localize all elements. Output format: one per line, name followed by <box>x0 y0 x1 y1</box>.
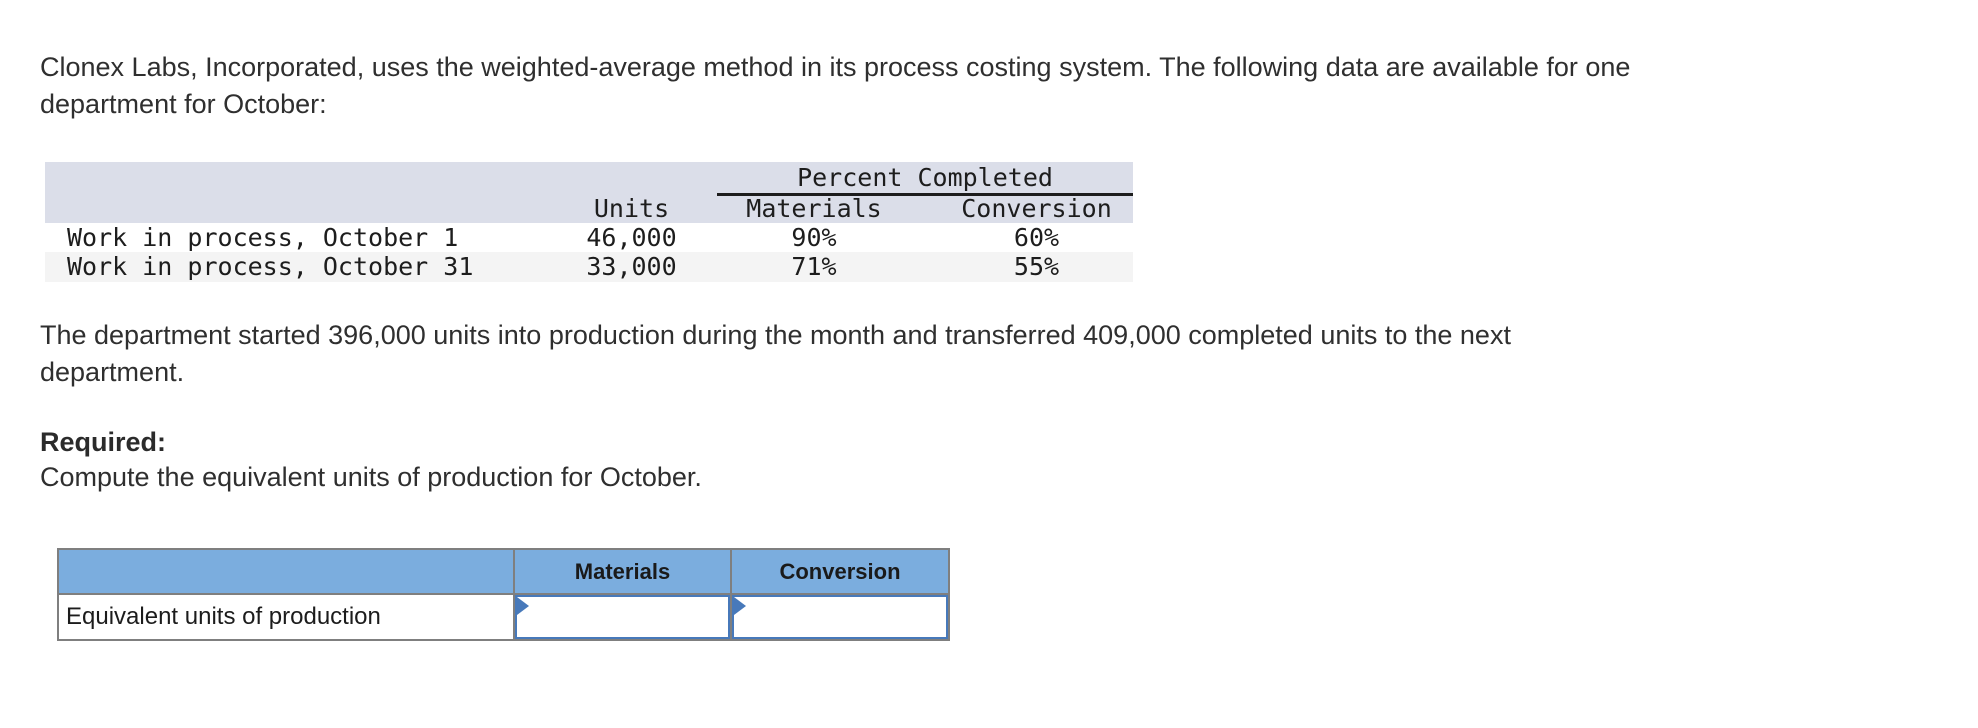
table-row: Work in process, October 31 33,000 71% 5… <box>45 252 1133 282</box>
percent-completed-group-header: Percent Completed <box>717 164 1133 196</box>
materials-input-cell[interactable] <box>513 593 732 641</box>
row-label: Work in process, October 1 <box>67 223 459 252</box>
wip-table-column-headers: Units Materials Conversion <box>45 195 1133 222</box>
row-label: Work in process, October 31 <box>67 252 474 281</box>
wip-table-header: Percent Completed Units Materials Conver… <box>45 162 1133 223</box>
row-materials-value: 90% <box>791 223 837 252</box>
answer-table-header-row: Materials Conversion <box>57 548 950 595</box>
conversion-input[interactable] <box>732 595 948 639</box>
answer-table-data-row: Equivalent units of production <box>57 593 950 641</box>
answer-row-label: Equivalent units of production <box>57 593 515 641</box>
materials-input[interactable] <box>515 595 730 639</box>
table-row: Work in process, October 1 46,000 90% 60… <box>45 223 1133 252</box>
body-paragraph: The department started 396,000 units int… <box>40 320 1511 387</box>
column-header-blank <box>45 195 575 222</box>
answer-header-conversion: Conversion <box>730 548 950 595</box>
column-header-materials: Materials <box>746 194 882 223</box>
row-conversion-value: 60% <box>1013 223 1060 252</box>
answer-header-materials: Materials <box>513 548 732 595</box>
input-flag-icon <box>734 597 746 615</box>
wip-data-table: Percent Completed Units Materials Conver… <box>45 162 1133 282</box>
row-conversion-value: 55% <box>1013 252 1060 281</box>
answer-table: Materials Conversion Equivalent units of… <box>57 548 950 641</box>
conversion-input-cell[interactable] <box>730 593 950 641</box>
answer-header-blank <box>57 548 515 595</box>
input-flag-icon <box>517 597 529 615</box>
row-units-value: 33,000 <box>586 252 677 281</box>
intro-paragraph: Clonex Labs, Incorporated, uses the weig… <box>40 52 1631 119</box>
column-header-units: Units <box>593 194 670 223</box>
required-instruction: Compute the equivalent units of producti… <box>40 462 702 492</box>
row-units-value: 46,000 <box>586 223 677 252</box>
column-header-conversion: Conversion <box>961 194 1112 223</box>
required-heading: Required: <box>40 427 167 457</box>
row-materials-value: 71% <box>791 252 837 281</box>
